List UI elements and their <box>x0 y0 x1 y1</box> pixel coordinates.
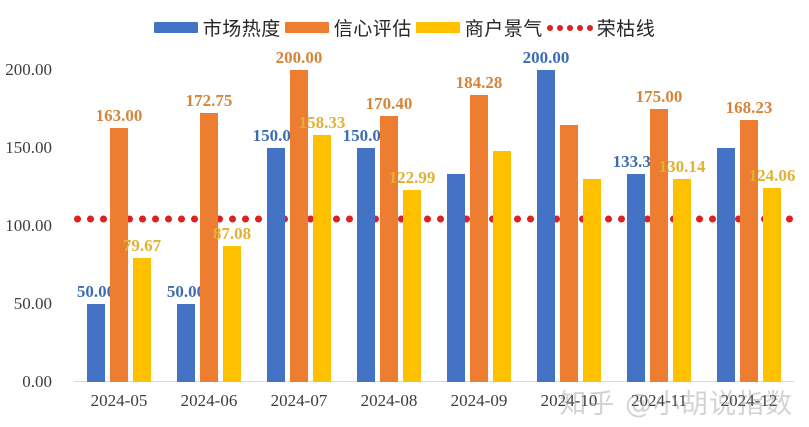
bar-group: 200.00 2024-10 <box>523 49 614 410</box>
x-axis-tick-label: 2024-08 <box>360 391 418 410</box>
y-axis-tick-label: 150.00 <box>5 138 52 157</box>
legend-item-4[interactable]: 荣枯线 <box>546 14 656 41</box>
bar-市场热度[interactable]: 50.00 <box>77 283 115 382</box>
bar-group: 50.00 172.75 87.08 2024-06 <box>164 70 254 410</box>
bar-信心评估[interactable] <box>560 124 578 382</box>
y-axis-tick-label: 0.00 <box>22 372 52 391</box>
bar-value-label: 124.06 <box>748 166 796 186</box>
bar-value-label: 79.67 <box>122 235 162 255</box>
bar-value-label: 158.33 <box>298 113 346 133</box>
bar-value-label: 130.14 <box>658 156 706 176</box>
legend-item-3[interactable]: 商户景气 <box>415 14 543 41</box>
bar-group-bars: 184.28 <box>434 70 524 382</box>
bar-商户景气[interactable]: 158.33 <box>299 114 345 382</box>
bar-value-label: 87.08 <box>212 224 252 244</box>
bar-value-label: 150.00 <box>252 126 300 145</box>
bar-商户景气[interactable]: 79.67 <box>123 237 161 382</box>
legend-label: 信心评估 <box>333 18 412 40</box>
legend-swatch-icon <box>415 22 460 33</box>
legend-dotted-line-icon <box>546 22 593 33</box>
x-axis-tick-label: 2024-11 <box>630 391 688 410</box>
bar-value-label: 172.75 <box>185 90 233 110</box>
bar-value-label: 50.00 <box>76 282 116 301</box>
bar-value-label: 175.00 <box>635 87 683 106</box>
bar-市场热度[interactable] <box>447 174 465 382</box>
bar-value-label: 184.28 <box>455 72 503 92</box>
bar-group: 168.23 124.06 2024-12 <box>704 70 795 410</box>
bar-group-bars: 168.23 124.06 <box>704 70 795 382</box>
bar-value-label: 50.00 <box>166 282 206 301</box>
bar-信心评估[interactable]: 172.75 <box>186 92 232 382</box>
x-axis-tick-label: 2024-12 <box>720 391 778 410</box>
legend-label: 荣枯线 <box>596 18 656 40</box>
y-axis-tick-label: 100.00 <box>5 216 52 235</box>
y-axis-tick-label: 200.00 <box>5 60 52 79</box>
bar-group-bars: 50.00 163.00 79.67 <box>74 70 164 382</box>
legend-item-2[interactable]: 信心评估 <box>284 14 412 41</box>
bar-group: 150.00 170.40 122.99 2024-08 <box>343 70 436 410</box>
bar-group-bars: 200.00 <box>523 49 614 382</box>
bar-市场热度[interactable]: 150.00 <box>253 127 299 382</box>
bar-商户景气[interactable] <box>493 151 511 382</box>
bar-市场热度[interactable]: 150.00 <box>343 127 389 382</box>
bar-商户景气[interactable]: 124.06 <box>749 167 795 382</box>
x-axis-tick-label: 2024-10 <box>540 391 598 410</box>
bar-市场热度[interactable] <box>717 148 735 382</box>
bar-商户景气[interactable]: 122.99 <box>389 169 435 382</box>
bar-市场热度[interactable]: 50.00 <box>167 283 205 382</box>
bar-市场热度[interactable]: 200.00 <box>523 49 569 382</box>
bar-信心评估[interactable]: 163.00 <box>96 107 142 382</box>
bar-市场热度[interactable]: 133.33 <box>613 153 659 382</box>
bar-信心评估[interactable]: 170.40 <box>366 95 412 382</box>
legend-item-1[interactable]: 市场热度 <box>153 14 281 41</box>
bar-group: 133.33 175.00 130.14 2024-11 <box>613 70 706 410</box>
legend-swatch-icon <box>153 22 198 33</box>
legend-label: 市场热度 <box>202 18 281 40</box>
bar-商户景气[interactable]: 130.14 <box>659 158 705 382</box>
plot-area: 0.00 50.00 100.00 150.00 200.00 50.00 163.00 7… <box>5 49 795 410</box>
bar-信心评估[interactable]: 184.28 <box>456 74 502 382</box>
legend-label: 商户景气 <box>464 18 543 40</box>
x-axis-tick-label: 2024-05 <box>90 391 148 410</box>
bar-value-label: 200.00 <box>522 48 570 67</box>
bar-group: 150.00 200.00 158.33 2024-07 <box>253 49 346 410</box>
bar-value-label: 133.33 <box>612 152 660 172</box>
bar-group-bars: 150.00 170.40 122.99 <box>343 70 435 382</box>
bar-group-bars: 133.33 175.00 130.14 <box>613 70 705 382</box>
x-axis-line <box>74 381 794 382</box>
bar-value-label: 200.00 <box>275 48 323 67</box>
bar-group-bars: 50.00 172.75 87.08 <box>164 70 254 382</box>
bar-value-label: 163.00 <box>95 105 143 125</box>
bar-value-label: 168.23 <box>725 97 773 117</box>
bar-value-label: 122.99 <box>388 168 436 188</box>
y-axis-tick-label: 50.00 <box>13 294 52 313</box>
chart-legend: 市场热度 信心评估 商户景气 荣枯线 <box>0 14 809 41</box>
bar-商户景气[interactable] <box>583 179 601 382</box>
bar-信心评估[interactable]: 200.00 <box>276 49 322 382</box>
x-axis-tick-label: 2024-06 <box>180 391 238 410</box>
x-axis-tick-label: 2024-07 <box>270 391 328 410</box>
bar-value-label: 150.00 <box>342 126 390 145</box>
legend-swatch-icon <box>284 22 329 33</box>
bar-信心评估[interactable]: 168.23 <box>726 99 772 382</box>
x-axis-tick-label: 2024-09 <box>450 391 508 410</box>
bar-group-bars: 150.00 200.00 158.33 <box>253 49 345 382</box>
bar-value-label: 170.40 <box>365 94 413 114</box>
bar-group: 184.28 2024-09 <box>434 70 524 410</box>
bar-group: 50.00 163.00 79.67 2024-05 <box>74 70 164 410</box>
bar-商户景气[interactable]: 87.08 <box>213 225 251 382</box>
bar-信心评估[interactable]: 175.00 <box>636 88 682 382</box>
